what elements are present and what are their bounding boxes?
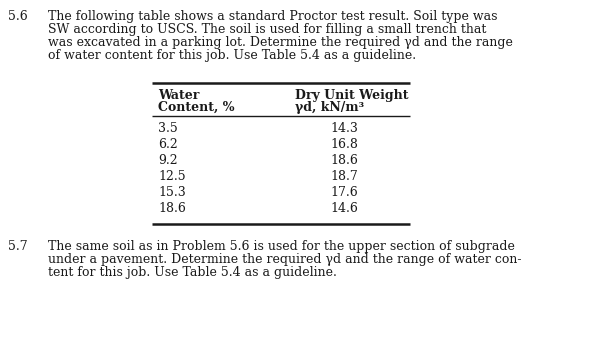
Text: 3.5: 3.5: [158, 122, 178, 135]
Text: 14.3: 14.3: [330, 122, 358, 135]
Text: 17.6: 17.6: [330, 186, 358, 199]
Text: 14.6: 14.6: [330, 202, 358, 215]
Text: was excavated in a parking lot. Determine the required γd and the range: was excavated in a parking lot. Determin…: [48, 36, 513, 49]
Text: 12.5: 12.5: [158, 170, 185, 183]
Text: γd, kN/m³: γd, kN/m³: [295, 101, 364, 114]
Text: 15.3: 15.3: [158, 186, 186, 199]
Text: 5.6: 5.6: [8, 10, 28, 23]
Text: 18.6: 18.6: [158, 202, 186, 215]
Text: 6.2: 6.2: [158, 138, 178, 151]
Text: Water: Water: [158, 89, 199, 102]
Text: The following table shows a standard Proctor test result. Soil type was: The following table shows a standard Pro…: [48, 10, 497, 23]
Text: 16.8: 16.8: [330, 138, 358, 151]
Text: of water content for this job. Use Table 5.4 as a guideline.: of water content for this job. Use Table…: [48, 49, 416, 62]
Text: under a pavement. Determine the required γd and the range of water con-: under a pavement. Determine the required…: [48, 253, 521, 266]
Text: tent for this job. Use Table 5.4 as a guideline.: tent for this job. Use Table 5.4 as a gu…: [48, 266, 337, 279]
Text: 9.2: 9.2: [158, 154, 178, 167]
Text: Dry Unit Weight: Dry Unit Weight: [295, 89, 409, 102]
Text: The same soil as in Problem 5.6 is used for the upper section of subgrade: The same soil as in Problem 5.6 is used …: [48, 240, 515, 253]
Text: 18.6: 18.6: [330, 154, 358, 167]
Text: 18.7: 18.7: [330, 170, 358, 183]
Text: SW according to USCS. The soil is used for filling a small trench that: SW according to USCS. The soil is used f…: [48, 23, 486, 36]
Text: Content, %: Content, %: [158, 101, 235, 114]
Text: 5.7: 5.7: [8, 240, 28, 253]
